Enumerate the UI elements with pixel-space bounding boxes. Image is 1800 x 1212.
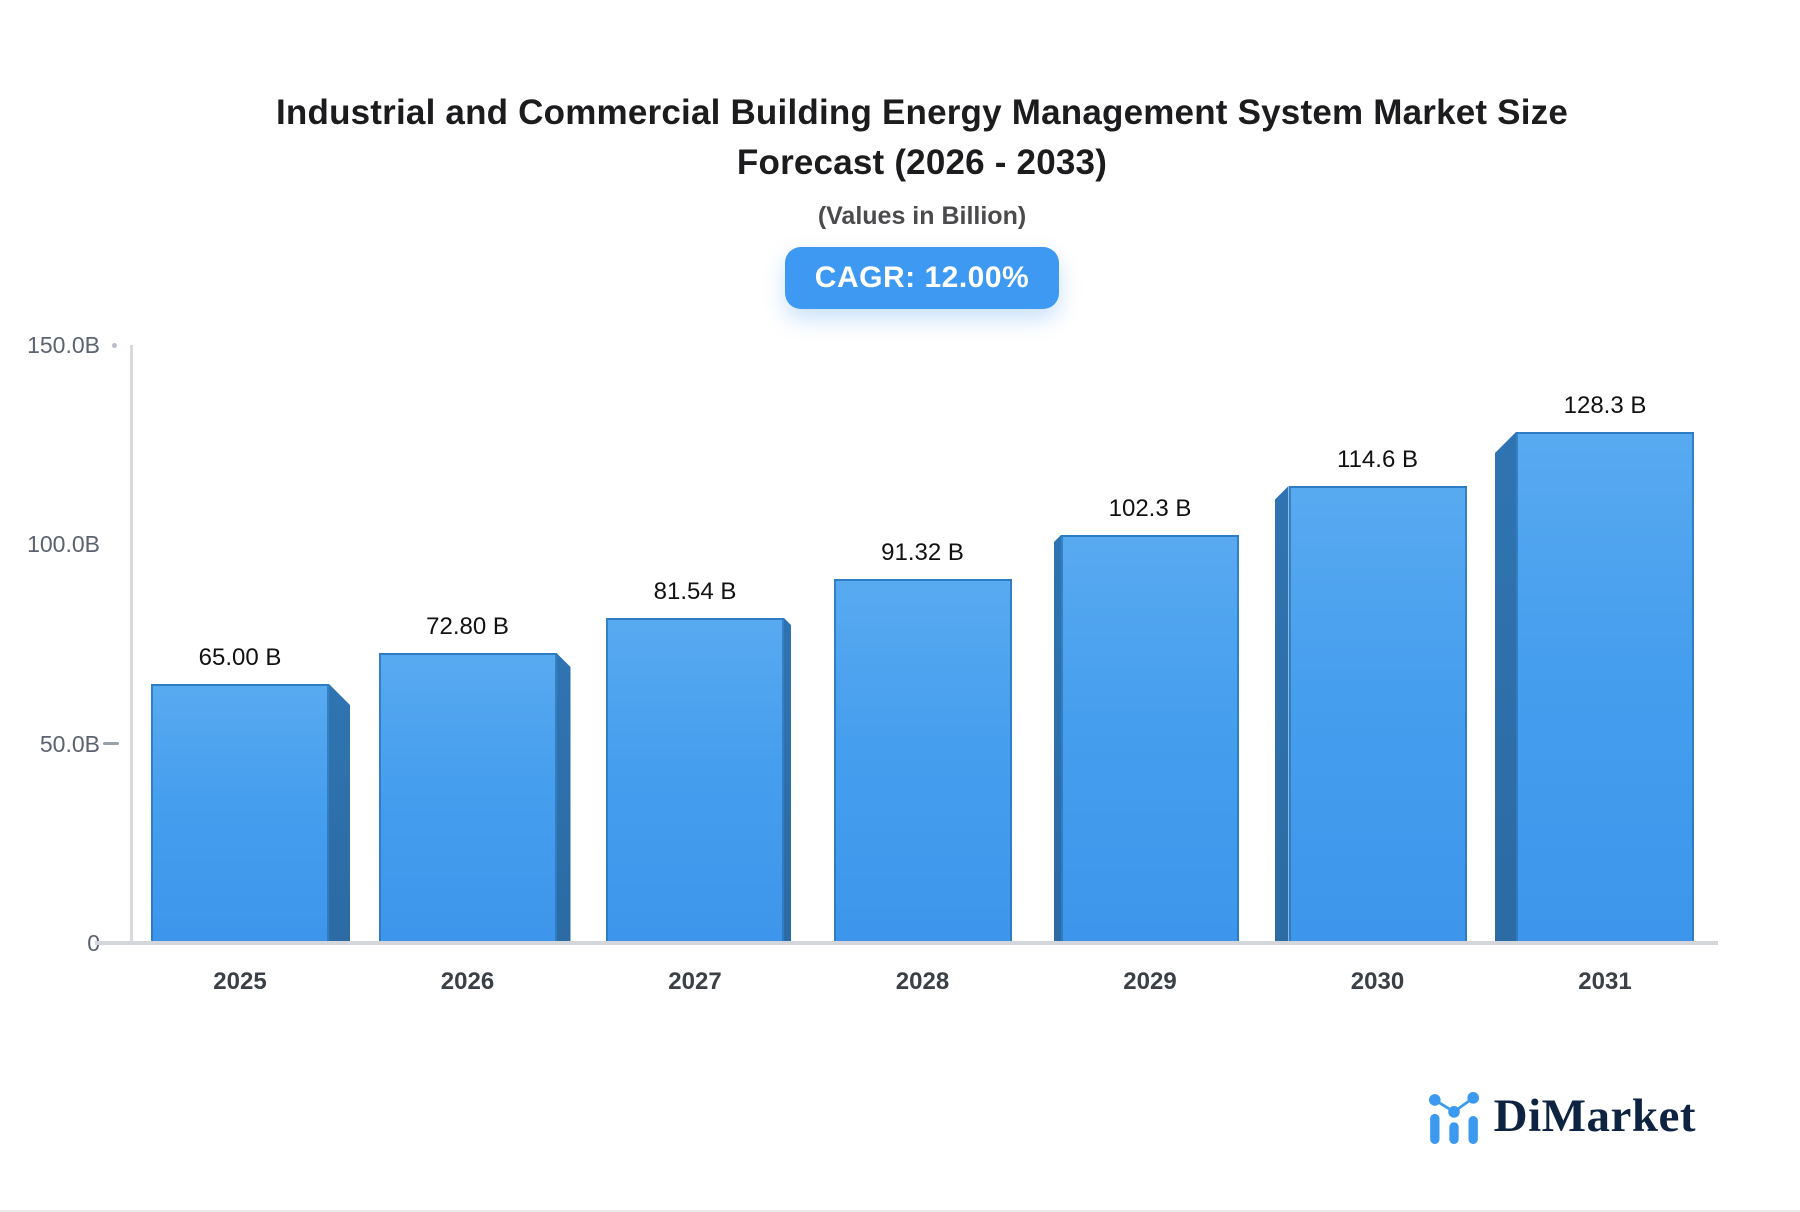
x-axis-label-2026: 2026 [440,968,495,995]
y-axis-line [130,345,133,945]
x-axis-label-2029: 2029 [1123,968,1177,995]
bar-face [1516,432,1694,943]
bar-2028[interactable] [833,579,1012,943]
bar-2025[interactable] [151,684,350,943]
x-axis-label-2030: 2030 [1350,968,1405,995]
bar-2026[interactable] [378,653,571,943]
y-axis-tick-label: 50.0B [39,730,100,757]
y-axis-tick-mark [112,342,117,348]
x-axis-label-2027: 2027 [668,968,722,995]
bar-side-face [1274,486,1289,943]
bar-face [833,579,1012,943]
y-axis-tick-label: 0 [87,930,100,956]
chart-header: Industrial and Commercial Building Energ… [44,0,1800,309]
y-axis-tick-label: 150.0B [27,332,100,358]
x-axis-line [95,941,1718,945]
bar-chart-logo-icon [1428,1092,1479,1144]
bar-value-label: 114.6 B [1337,446,1418,473]
chart-title-line-1: Industrial and Commercial Building Energ… [275,93,1569,132]
bar-2031[interactable] [1495,432,1694,943]
dimarket-logo-text: DiMarket [1493,1090,1696,1142]
bar-value-label: 91.32 B [881,539,964,566]
y-axis-tick-mark [103,742,119,746]
bar-value-label: 72.80 B [426,613,509,640]
bar-side-face [556,653,571,943]
bar-side-face [1495,432,1516,943]
dimarket-logo: DiMarket [1428,1088,1696,1144]
bar-2027[interactable] [606,618,791,943]
bar-face [151,684,329,943]
y-axis-tick-label: 100.0B [27,531,100,558]
bar-face [378,653,557,943]
bar-side-face [1054,535,1061,943]
chart-title: Industrial and Commercial Building Energ… [44,88,1800,188]
bar-face [1288,486,1467,943]
bar-2029[interactable] [1054,535,1239,943]
bar-value-label: 81.54 B [653,578,737,605]
bar-value-label: 128.3 B [1563,392,1647,419]
bar-face [1061,535,1239,943]
bar-side-face [329,684,350,943]
bar-side-face [784,618,791,943]
chart-subtitle: (Values in Billion) [817,202,1027,230]
x-axis-label-2028: 2028 [895,968,950,995]
bar-2030[interactable] [1274,486,1467,943]
cagr-badge: CAGR: 12.00% [784,247,1060,309]
bar-value-label: 65.00 B [198,644,282,671]
chart-title-line-2: Forecast (2026 - 2033) [736,143,1108,182]
x-axis-label-2031: 2031 [1578,968,1632,995]
bar-face [606,618,784,943]
x-axis-label-2025: 2025 [213,968,267,995]
bar-value-label: 102.3 B [1108,495,1192,522]
